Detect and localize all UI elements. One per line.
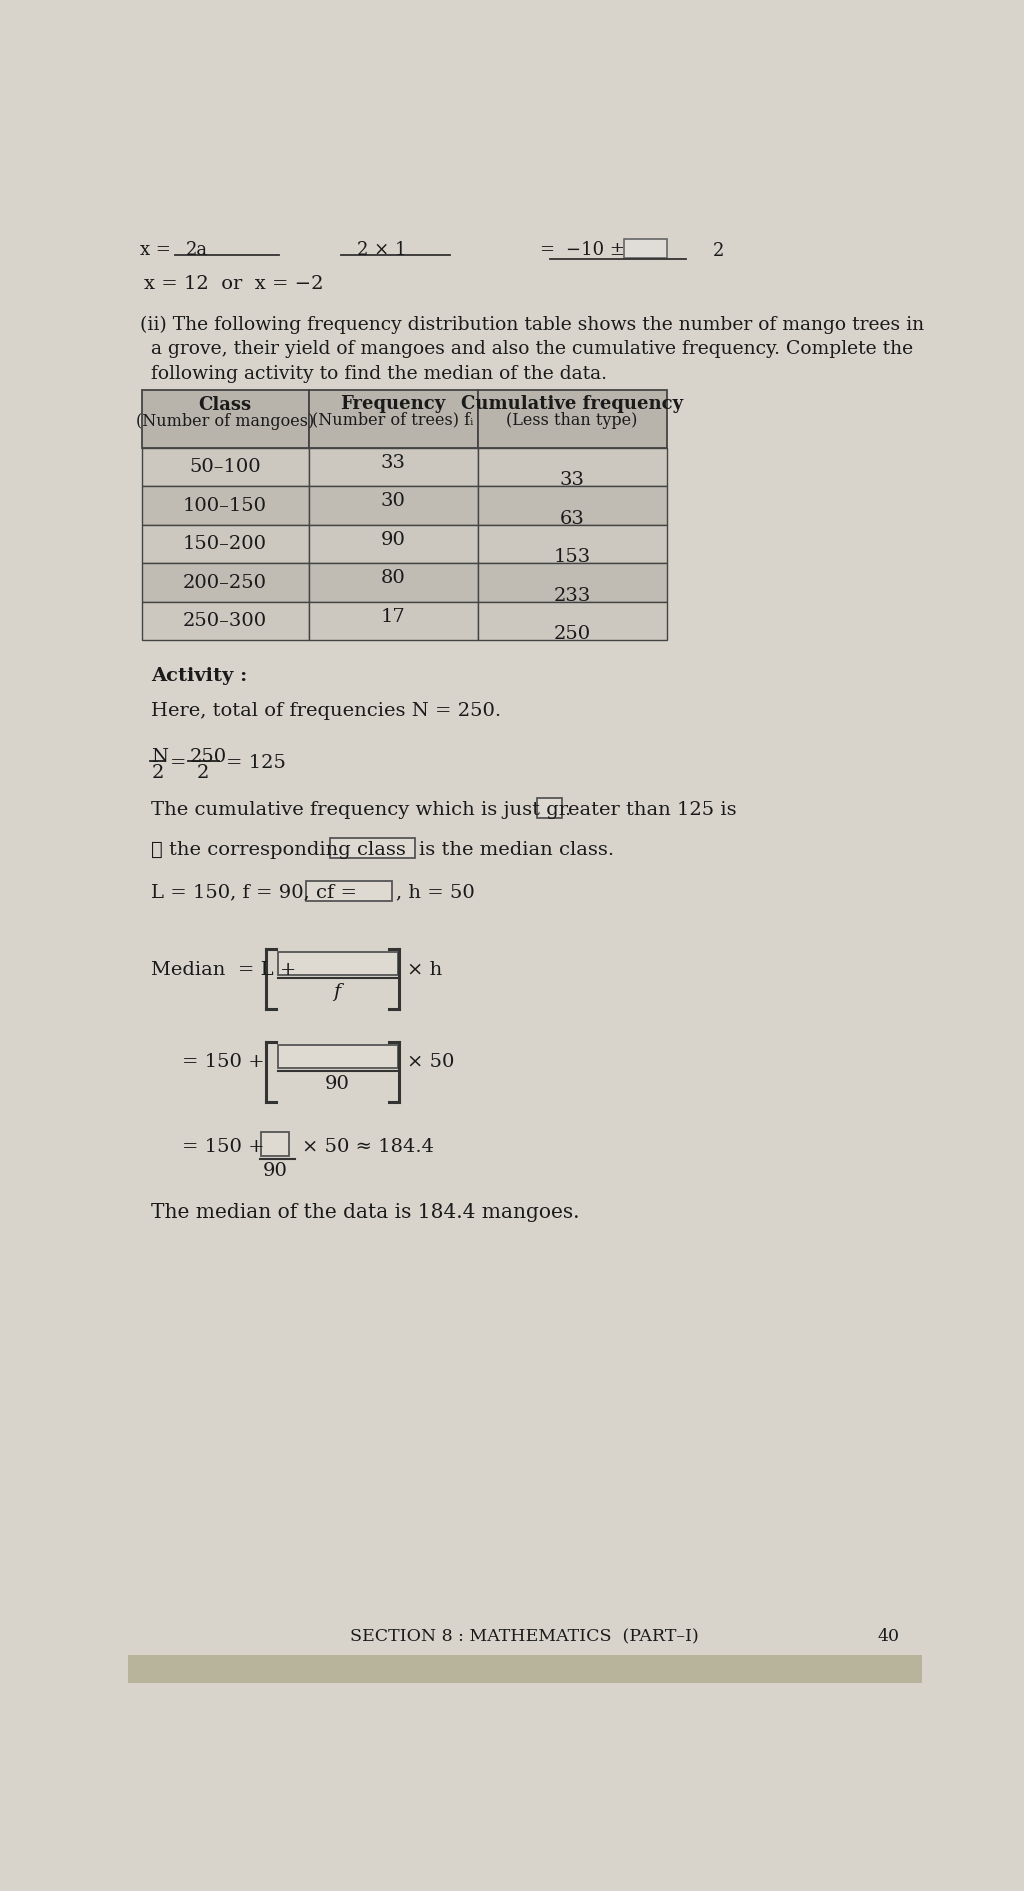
Bar [142, 564, 308, 601]
Text: 80: 80 [381, 569, 406, 586]
Text: 150–200: 150–200 [183, 535, 267, 554]
Bar [142, 526, 308, 564]
Text: 250: 250 [190, 749, 227, 766]
Text: .: . [564, 800, 570, 819]
Text: 90: 90 [381, 531, 406, 548]
Bar [477, 564, 668, 601]
Text: × 50: × 50 [407, 1053, 455, 1070]
Text: (Number of mangoes): (Number of mangoes) [136, 414, 314, 431]
Text: 2 × 1: 2 × 1 [356, 240, 407, 259]
Text: Here, total of frequencies N = 250.: Here, total of frequencies N = 250. [152, 702, 502, 720]
Text: Median  = L +: Median = L + [152, 961, 297, 980]
Text: 50–100: 50–100 [189, 458, 261, 477]
Text: 33: 33 [381, 454, 406, 471]
Text: 2a: 2a [186, 240, 208, 259]
Text: (Number of trees) fᵢ: (Number of trees) fᵢ [312, 412, 474, 429]
Bar [477, 448, 668, 486]
Text: 153: 153 [553, 548, 591, 565]
Text: The median of the data is 184.4 mangoes.: The median of the data is 184.4 mangoes. [152, 1203, 580, 1222]
Text: 90: 90 [325, 1076, 349, 1093]
Bar [308, 601, 477, 641]
Bar [308, 526, 477, 564]
Bar [261, 1133, 289, 1155]
Text: = 150 +: = 150 + [182, 1053, 265, 1070]
Bar [477, 486, 668, 526]
Text: 30: 30 [381, 492, 406, 511]
Text: 2: 2 [152, 764, 164, 781]
Text: × h: × h [407, 961, 442, 980]
Text: following activity to find the median of the data.: following activity to find the median of… [152, 365, 607, 382]
Text: , h = 50: , h = 50 [396, 883, 475, 902]
Text: × 50 ≈ 184.4: × 50 ≈ 184.4 [302, 1138, 433, 1155]
Text: N: N [152, 749, 168, 766]
Text: 100–150: 100–150 [183, 497, 267, 514]
Bar [142, 448, 308, 486]
Text: 2: 2 [713, 242, 725, 261]
Bar [142, 601, 308, 641]
Text: Activity :: Activity : [152, 668, 248, 685]
Text: x =: x = [139, 240, 171, 259]
Text: (ii) The following frequency distribution table shows the number of mango trees : (ii) The following frequency distributio… [139, 316, 924, 333]
Bar [142, 486, 308, 526]
Text: (Less than type): (Less than type) [507, 412, 638, 429]
Text: 2: 2 [197, 764, 209, 781]
Text: f: f [334, 983, 341, 1000]
Bar [128, 1655, 922, 1683]
Bar [308, 448, 477, 486]
Text: 63: 63 [560, 511, 585, 528]
Text: = 125: = 125 [225, 755, 286, 772]
Text: The cumulative frequency which is just greater than 125 is: The cumulative frequency which is just g… [152, 800, 737, 819]
Bar [308, 564, 477, 601]
Bar [624, 240, 667, 257]
Bar [477, 526, 668, 564]
Text: 40: 40 [878, 1628, 899, 1645]
Text: −10 ±: −10 ± [566, 240, 625, 259]
Text: 250–300: 250–300 [183, 613, 267, 630]
Bar [538, 798, 562, 819]
Bar [278, 1044, 397, 1068]
Bar [278, 953, 397, 976]
Text: ∴ the corresponding class: ∴ the corresponding class [152, 841, 407, 859]
Bar [330, 838, 415, 859]
Text: = 150 +: = 150 + [182, 1138, 265, 1155]
Bar [142, 390, 308, 448]
Text: Frequency: Frequency [340, 395, 445, 412]
Text: 250: 250 [554, 626, 591, 643]
Text: 233: 233 [553, 586, 591, 605]
Bar [477, 601, 668, 641]
Bar [308, 486, 477, 526]
Text: SECTION 8 : MATHEMATICS  (PART–I): SECTION 8 : MATHEMATICS (PART–I) [350, 1628, 699, 1645]
Text: Cumulative frequency: Cumulative frequency [461, 395, 683, 412]
Text: =: = [170, 755, 186, 772]
Text: a grove, their yield of mangoes and also the cumulative frequency. Complete the: a grove, their yield of mangoes and also… [152, 340, 913, 357]
Text: 200–250: 200–250 [183, 573, 267, 592]
Text: =: = [539, 240, 554, 259]
Bar [308, 390, 477, 448]
Text: is the median class.: is the median class. [420, 841, 614, 859]
Text: 17: 17 [381, 607, 406, 626]
Text: L = 150, f = 90, cf =: L = 150, f = 90, cf = [152, 883, 357, 902]
Text: 90: 90 [263, 1163, 288, 1180]
Text: Class: Class [199, 397, 252, 414]
Bar [477, 390, 668, 448]
Bar [306, 881, 391, 902]
Text: 33: 33 [559, 471, 585, 490]
Text: x = 12  or  x = −2: x = 12 or x = −2 [143, 274, 323, 293]
